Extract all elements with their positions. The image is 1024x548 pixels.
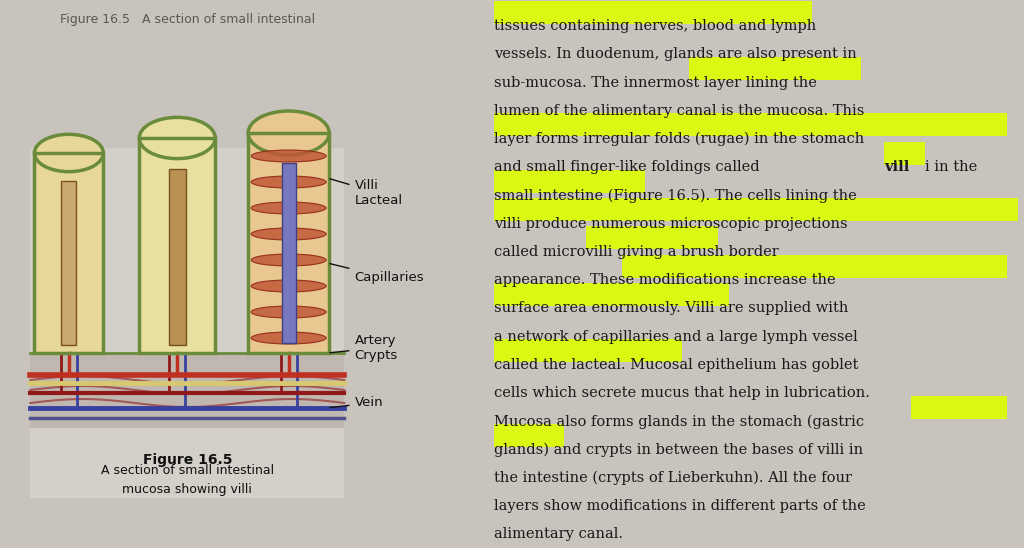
Bar [911,396,1008,419]
Text: a network of capillaries and a large lymph vessel: a network of capillaries and a large lym… [494,330,857,344]
Ellipse shape [251,176,326,188]
Text: Vein: Vein [330,397,383,409]
Text: layer forms irregular folds (rugae) in the stomach: layer forms irregular folds (rugae) in t… [494,132,864,146]
Text: appearance. These modifications increase the: appearance. These modifications increase… [494,273,836,287]
Bar [61,181,77,345]
Ellipse shape [251,254,326,266]
Text: small intestine (Figure 16.5). The cells lining the: small intestine (Figure 16.5). The cells… [494,189,856,203]
Ellipse shape [251,280,326,292]
Text: glands) and crypts in between the bases of villi in: glands) and crypts in between the bases … [494,443,863,457]
Ellipse shape [251,202,326,214]
Bar [282,163,296,343]
Text: i in the: i in the [925,160,977,174]
Ellipse shape [251,306,326,318]
Bar [623,254,1008,277]
Ellipse shape [251,228,326,240]
Text: cells which secrete mucus that help in lubrication.: cells which secrete mucus that help in l… [494,386,869,400]
Text: vessels. In duodenum, glands are also present in: vessels. In duodenum, glands are also pr… [494,48,856,61]
Bar [494,283,729,306]
Bar [139,138,215,353]
Ellipse shape [251,332,326,344]
Bar [586,226,718,249]
Bar [494,170,645,193]
Bar [494,198,1019,221]
Bar [884,141,925,164]
Text: Capillaries: Capillaries [330,264,424,284]
Bar [169,169,185,345]
Text: the intestine (crypts of Lieberkuhn). All the four: the intestine (crypts of Lieberkuhn). Al… [494,471,852,485]
Text: Mucosa also forms glands in the stomach (gastric: Mucosa also forms glands in the stomach … [494,414,864,429]
Bar [248,133,329,353]
Text: layers show modifications in different parts of the: layers show modifications in different p… [494,499,865,513]
Bar [31,353,344,428]
Text: sub-mucosa. The innermost layer lining the: sub-mucosa. The innermost layer lining t… [494,76,817,90]
Text: Artery
Crypts: Artery Crypts [330,334,397,362]
Text: Figure 16.5   A section of small intestinal: Figure 16.5 A section of small intestina… [59,13,315,26]
Text: alimentary canal.: alimentary canal. [494,527,623,541]
Ellipse shape [251,150,326,162]
Text: and small finger-like foldings called: and small finger-like foldings called [494,160,764,174]
Bar [494,113,1008,136]
Bar [31,148,344,498]
Text: A section of small intestinal
mucosa showing villi: A section of small intestinal mucosa sho… [100,465,274,495]
Bar [35,153,103,353]
Bar [494,424,564,447]
Text: called the lacteal. Mucosal epithelium has goblet: called the lacteal. Mucosal epithelium h… [494,358,858,372]
Bar [35,153,103,353]
Ellipse shape [248,111,329,155]
Text: villi produce numerous microscopic projections: villi produce numerous microscopic proje… [494,216,848,231]
Text: Villi
Lacteal: Villi Lacteal [330,179,402,207]
Ellipse shape [139,117,215,158]
Bar [689,57,860,80]
Text: lumen of the alimentary canal is the mucosa. This: lumen of the alimentary canal is the muc… [494,104,864,118]
Text: surface area enormously. Villi are supplied with: surface area enormously. Villi are suppl… [494,301,848,316]
Text: vill: vill [884,160,909,174]
Text: called microvilli giving a brush border: called microvilli giving a brush border [494,245,778,259]
Text: tissues containing nerves, blood and lymph: tissues containing nerves, blood and lym… [494,19,816,33]
Bar [139,138,215,353]
Text: Figure 16.5: Figure 16.5 [142,453,232,467]
Ellipse shape [35,134,103,172]
Bar [248,133,329,353]
Bar [494,339,682,362]
Bar [494,1,812,24]
